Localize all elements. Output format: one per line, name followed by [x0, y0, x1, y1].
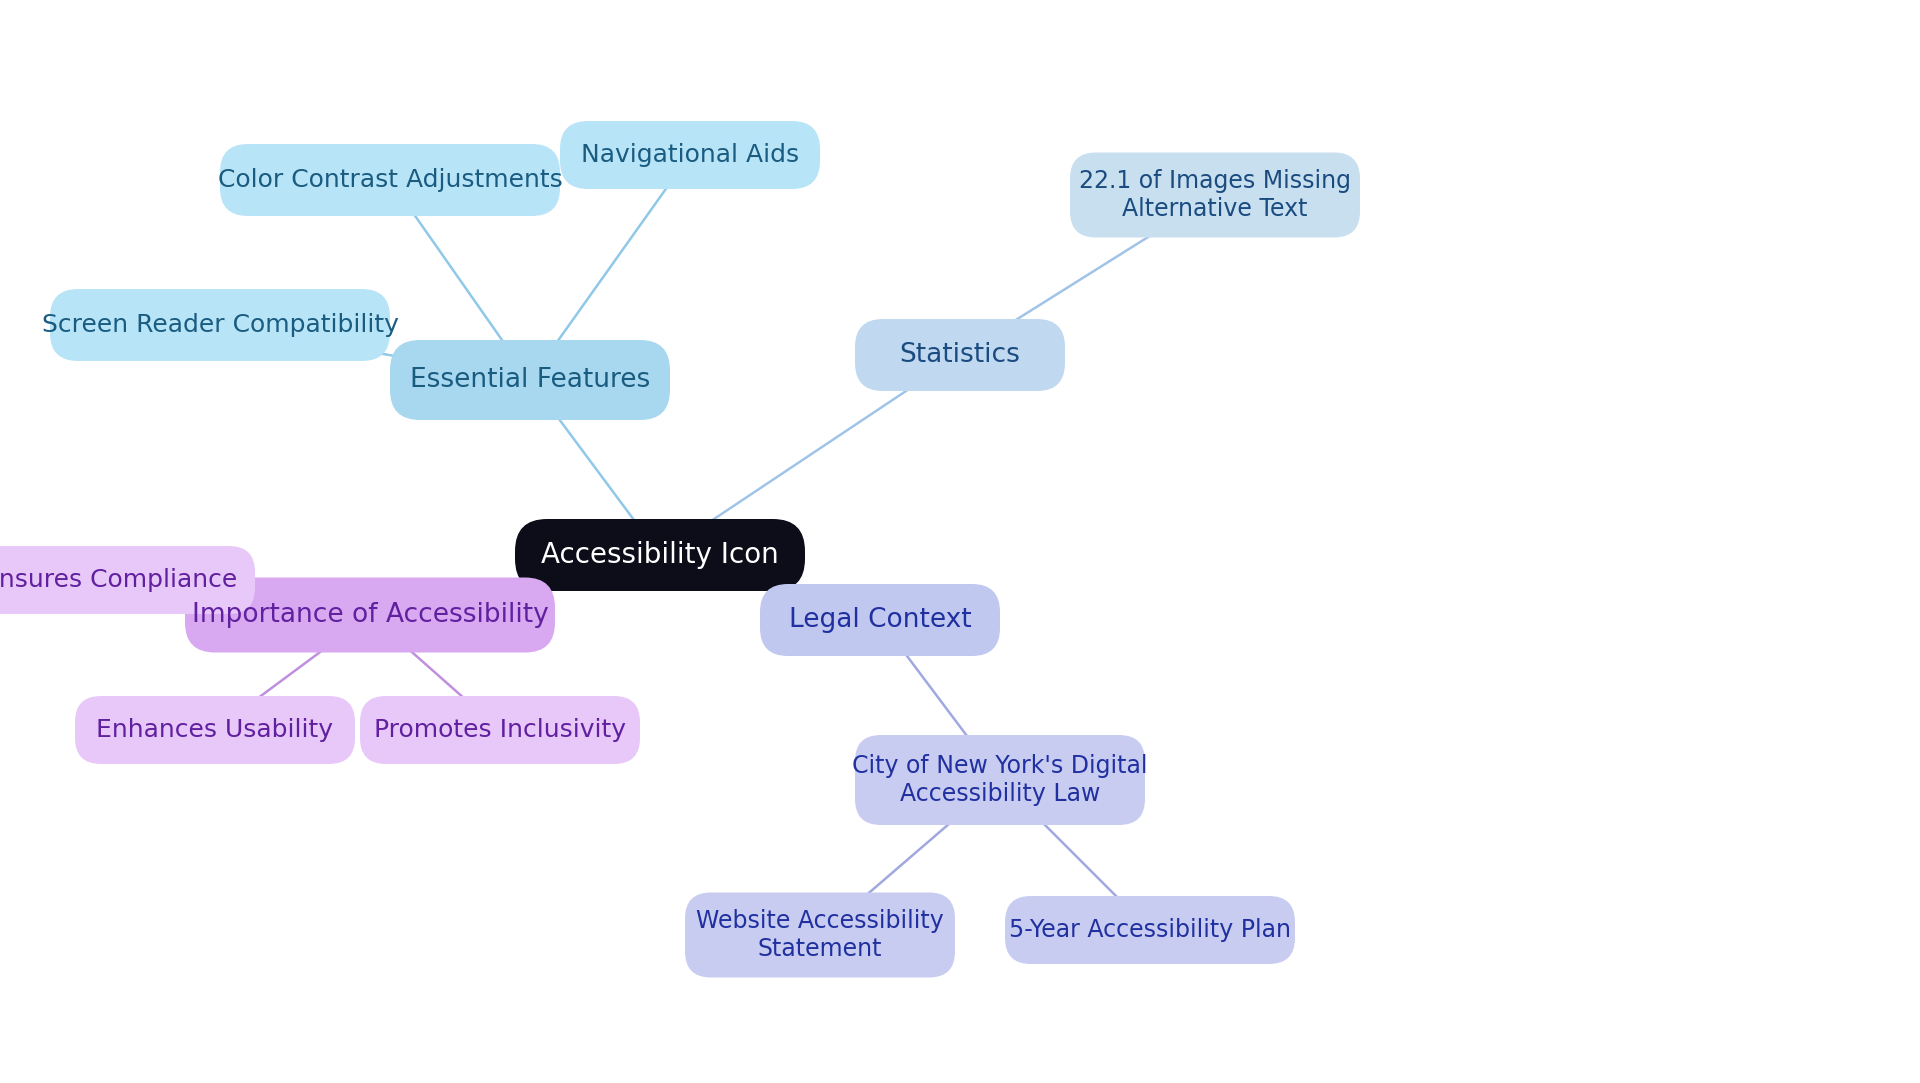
Text: Website Accessibility
Statement: Website Accessibility Statement — [697, 909, 945, 961]
Text: Color Contrast Adjustments: Color Contrast Adjustments — [217, 168, 563, 192]
FancyBboxPatch shape — [854, 735, 1144, 825]
FancyBboxPatch shape — [685, 892, 954, 978]
FancyBboxPatch shape — [50, 289, 390, 361]
Text: Enhances Usability: Enhances Usability — [96, 718, 334, 742]
FancyBboxPatch shape — [1004, 896, 1294, 964]
FancyBboxPatch shape — [361, 696, 639, 764]
Text: Promotes Inclusivity: Promotes Inclusivity — [374, 718, 626, 742]
Text: 22.1 of Images Missing
Alternative Text: 22.1 of Images Missing Alternative Text — [1079, 169, 1352, 221]
FancyBboxPatch shape — [515, 519, 804, 591]
Text: 5-Year Accessibility Plan: 5-Year Accessibility Plan — [1010, 918, 1290, 942]
FancyBboxPatch shape — [184, 577, 555, 652]
Text: Navigational Aids: Navigational Aids — [582, 143, 799, 167]
FancyBboxPatch shape — [854, 319, 1066, 391]
FancyBboxPatch shape — [0, 546, 255, 614]
FancyBboxPatch shape — [221, 144, 561, 216]
Text: Screen Reader Compatibility: Screen Reader Compatibility — [42, 313, 399, 337]
Text: Legal Context: Legal Context — [789, 606, 972, 632]
Text: City of New York's Digital
Accessibility Law: City of New York's Digital Accessibility… — [852, 754, 1148, 806]
Text: Essential Features: Essential Features — [409, 367, 651, 393]
FancyBboxPatch shape — [561, 121, 820, 190]
Text: Statistics: Statistics — [900, 342, 1020, 368]
FancyBboxPatch shape — [390, 340, 670, 420]
FancyBboxPatch shape — [1069, 153, 1359, 237]
Text: Importance of Accessibility: Importance of Accessibility — [192, 602, 549, 628]
FancyBboxPatch shape — [75, 696, 355, 764]
FancyBboxPatch shape — [760, 584, 1000, 656]
Text: Ensures Compliance: Ensures Compliance — [0, 567, 238, 592]
Text: Accessibility Icon: Accessibility Icon — [541, 542, 780, 569]
